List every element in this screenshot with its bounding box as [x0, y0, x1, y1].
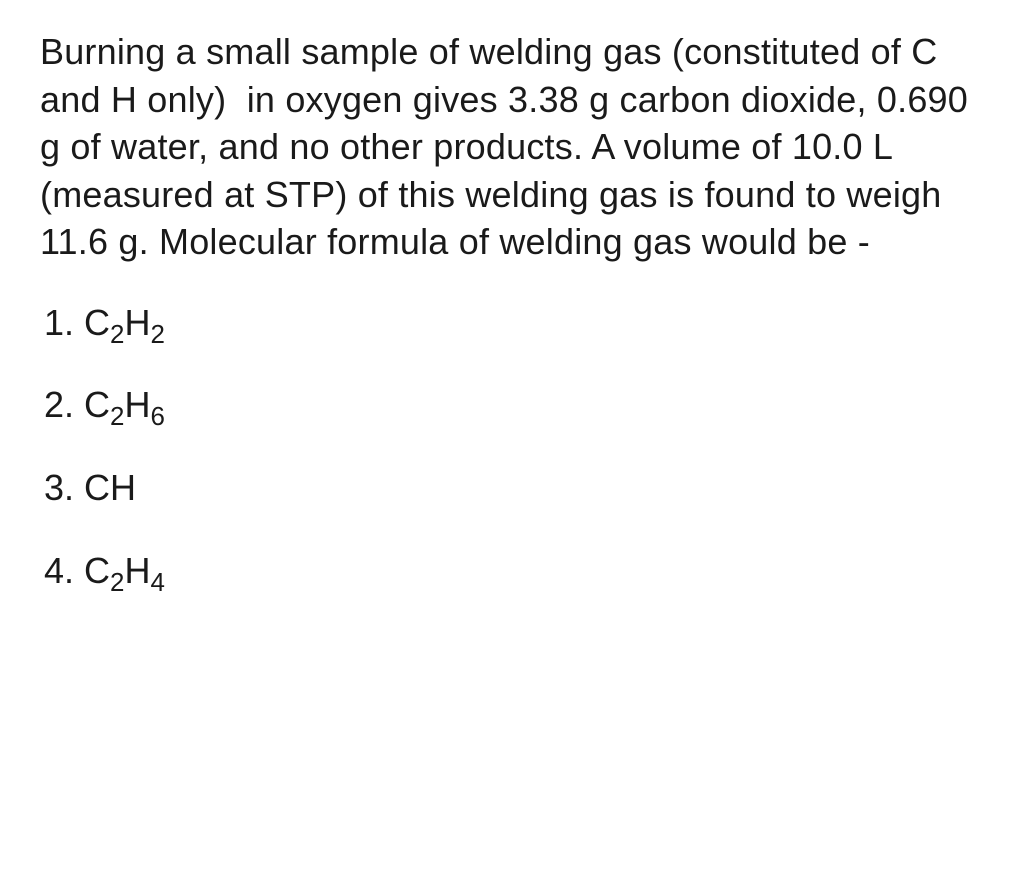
option-number: 3. [44, 467, 74, 508]
option-formula: C2H2 [84, 302, 165, 343]
question-text: Burning a small sample of welding gas (c… [40, 28, 984, 266]
option-formula: C2H4 [84, 550, 165, 591]
option-formula: C2H6 [84, 384, 165, 425]
option-4: 4. C2H4 [44, 548, 984, 595]
option-number: 4. [44, 550, 74, 591]
option-number: 1. [44, 302, 74, 343]
option-number: 2. [44, 384, 74, 425]
option-2: 2. C2H6 [44, 382, 984, 429]
option-1: 1. C2H2 [44, 300, 984, 347]
option-3: 3. CH [44, 465, 984, 512]
options-list: 1. C2H2 2. C2H6 3. CH 4. C2H4 [40, 300, 984, 595]
option-formula: CH [84, 467, 136, 508]
